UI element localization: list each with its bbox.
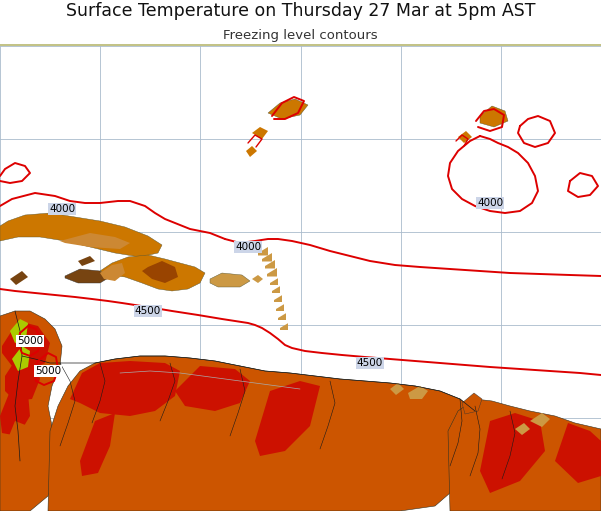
Polygon shape [5,421,30,469]
Polygon shape [0,311,62,511]
Polygon shape [70,361,180,416]
Polygon shape [267,268,277,276]
Polygon shape [65,269,110,283]
Polygon shape [530,413,550,427]
Polygon shape [262,253,272,262]
Polygon shape [270,278,278,285]
Polygon shape [380,393,445,471]
Polygon shape [252,127,268,139]
Polygon shape [458,131,472,143]
Text: Surface Temperature on Thursday 27 Mar at 5pm AST: Surface Temperature on Thursday 27 Mar a… [66,3,535,20]
Polygon shape [60,233,130,249]
Polygon shape [258,247,268,256]
Polygon shape [278,313,286,320]
Text: 4500: 4500 [357,358,383,368]
Polygon shape [448,399,601,511]
Polygon shape [274,295,282,302]
Polygon shape [265,260,275,268]
Polygon shape [390,383,404,395]
Polygon shape [142,261,178,283]
Polygon shape [175,366,250,411]
Text: 4000: 4000 [477,198,503,208]
Polygon shape [268,99,308,119]
Polygon shape [252,275,263,283]
Polygon shape [5,353,40,401]
Polygon shape [78,256,95,266]
Polygon shape [246,146,257,157]
Polygon shape [276,304,284,311]
Polygon shape [272,286,280,293]
Polygon shape [462,393,482,414]
Polygon shape [555,423,601,483]
Text: 5000: 5000 [35,366,61,376]
Polygon shape [480,413,545,493]
Text: Freezing level contours: Freezing level contours [223,29,378,42]
Polygon shape [515,423,530,435]
Polygon shape [210,273,250,287]
Polygon shape [2,321,50,371]
Polygon shape [0,213,162,257]
Polygon shape [408,386,428,399]
Polygon shape [100,255,205,291]
Polygon shape [100,263,125,281]
Polygon shape [480,106,508,127]
Text: 4000: 4000 [235,242,261,252]
Polygon shape [12,346,30,371]
Polygon shape [10,319,28,343]
Polygon shape [255,381,320,456]
Polygon shape [0,386,30,436]
Polygon shape [280,323,288,330]
Polygon shape [10,271,28,285]
Polygon shape [48,356,482,511]
Text: 5000: 5000 [17,336,43,346]
Polygon shape [80,413,115,476]
Text: 4500: 4500 [135,306,161,316]
Text: 4000: 4000 [49,204,75,214]
